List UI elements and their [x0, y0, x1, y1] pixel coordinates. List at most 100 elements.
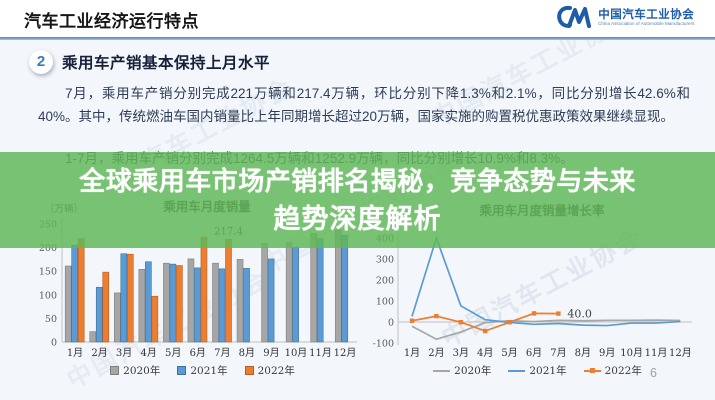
- chart-text: 5月: [501, 347, 517, 359]
- bar-2020年-1月: [64, 265, 72, 343]
- bar-2021年-4月: [145, 261, 152, 343]
- logo-org-name-en: China Association of Automobile Manufact…: [598, 20, 695, 27]
- logo-text-block: 中国汽车工业协会 China Association of Automobile…: [598, 9, 703, 27]
- bar-2021年-1月: [71, 244, 79, 343]
- chart-text: 2月: [428, 347, 444, 359]
- line-chart-legend: 2020年 2021年 2022年: [370, 363, 705, 378]
- header-bar: 汽车工业经济运行特点 中国汽车工业协会 China Association of…: [0, 0, 715, 37]
- bar-2020年-9月: [261, 243, 268, 343]
- legend-label: 2020年: [123, 365, 161, 377]
- caam-logo-icon: [557, 5, 592, 28]
- legend-label: 2022年: [604, 365, 642, 377]
- marker-2022年-2月: [434, 313, 439, 319]
- logo-org-name: 中国汽车工业协会: [598, 8, 695, 21]
- bar-2021年-6月: [194, 267, 201, 343]
- bar-2020年-5月: [163, 262, 170, 343]
- legend-item-2020年: 2020年: [433, 363, 491, 378]
- chart-text: 200: [376, 276, 394, 287]
- section-number-badge: 2: [29, 50, 53, 74]
- chart-text: 7月: [214, 347, 230, 359]
- chart-text: 11月: [309, 347, 332, 359]
- chart-text: 10月: [620, 347, 643, 359]
- bar-2020年-10月: [285, 242, 293, 343]
- bar-chart-legend: 2020年 2021年 2022年: [35, 363, 370, 378]
- bar-2022年-2月: [102, 271, 110, 343]
- bar-2022年-6月: [200, 236, 208, 343]
- line-2020年: [411, 319, 681, 341]
- chart-text: -100: [373, 339, 394, 350]
- bar-2021年-8月: [243, 268, 250, 343]
- bar-2021年-3月: [120, 253, 128, 343]
- marker-2022年-5月: [507, 320, 512, 325]
- legend-swatch-line: [433, 369, 451, 372]
- monthly-sales-bar-chart: 乘用车月度销量（万辆）0501001502002501月2月3月4月5月6月7月…: [35, 198, 370, 368]
- bar-2021年-9月: [267, 258, 275, 343]
- chart-text: 2月: [91, 347, 107, 359]
- legend-swatch-square: [244, 366, 254, 375]
- bar-2021年-11月: [316, 238, 324, 343]
- chart-text: 1月: [404, 347, 420, 359]
- line-2021年: [411, 235, 681, 327]
- chart-text: 200: [39, 243, 57, 254]
- bar-2022年-1月: [77, 238, 85, 343]
- chart-text: 0: [51, 338, 57, 349]
- bar-2020年-7月: [212, 262, 219, 343]
- chart-text: 50: [45, 314, 57, 325]
- bar-2022年-5月: [176, 265, 183, 343]
- legend-label: 2021年: [190, 365, 228, 377]
- chart-text: 6月: [526, 347, 542, 359]
- bar-2020年-4月: [138, 269, 146, 343]
- chart-text: 4月: [477, 347, 493, 359]
- overlay-title-line2: 趋势深度解析: [273, 204, 442, 234]
- chart-text: 100: [39, 290, 57, 301]
- bar-2020年-8月: [236, 259, 244, 343]
- legend-item-2022年: 2022年: [583, 363, 642, 378]
- chart-text: 0: [388, 318, 394, 329]
- legend-label: 2020年: [454, 365, 492, 377]
- legend-swatch-square: [177, 366, 187, 375]
- chart-text: 11月: [645, 347, 668, 359]
- section-heading: 乘用车产销基本保持上月水平: [62, 55, 271, 72]
- bar-2020年-11月: [310, 233, 318, 343]
- bar-2022年-4月: [151, 295, 159, 343]
- chart-text: 40.0: [567, 308, 592, 321]
- overlay-title-line1: 全球乘用车市场产销排名揭秘，竞争态势与未来: [79, 166, 636, 196]
- chart-text: 9月: [599, 347, 615, 359]
- bar-chart-svg: 乘用车月度销量（万辆）0501001502002501月2月3月4月5月6月7月…: [39, 199, 357, 359]
- bar-2022年-3月: [127, 253, 134, 343]
- page-title: 汽车工业经济运行特点: [24, 12, 199, 31]
- legend-item-2020年: 2020年: [110, 363, 160, 378]
- chart-text: 100: [376, 297, 394, 308]
- bar-2020年-6月: [187, 258, 195, 343]
- bar-2021年-12月: [341, 235, 349, 343]
- marker-2022年-7月: [556, 311, 561, 316]
- marker-2022年-4月: [483, 328, 488, 334]
- legend-marker: [589, 367, 595, 373]
- marker-2022年-6月: [531, 311, 537, 316]
- chart-text: 4月: [140, 347, 156, 359]
- chart-text: 300: [376, 255, 394, 266]
- bar-2020年-3月: [114, 292, 121, 343]
- overlay-title-banner: 全球乘用车市场产销排名揭秘，竞争态势与未来 趋势深度解析: [0, 152, 715, 248]
- marker-2022年-1月: [409, 318, 415, 323]
- bar-2020年-2月: [89, 331, 97, 343]
- marker-2022年-3月: [458, 320, 463, 325]
- bar-2022年-7月: [225, 239, 232, 343]
- bar-2021年-5月: [169, 263, 177, 343]
- legend-item-2022年: 2022年: [244, 363, 295, 378]
- legend-label: 2022年: [257, 365, 295, 377]
- chart-text: 3月: [453, 347, 469, 359]
- legend-label: 2021年: [529, 365, 567, 377]
- header-divider: [0, 37, 715, 40]
- chart-text: 5月: [165, 347, 181, 359]
- legend-swatch-square: [110, 366, 120, 375]
- chart-text: 8月: [575, 347, 591, 359]
- chart-text: 10月: [285, 347, 308, 359]
- caam-logo: 中国汽车工业协会 China Association of Automobile…: [556, 4, 703, 32]
- legend-item-2021年: 2021年: [508, 363, 567, 378]
- chart-text: 12月: [334, 347, 357, 359]
- paragraph-july-summary: 7月，乘用车产销分别完成221万辆和217.4万辆，环比分别下降1.3%和2.1…: [38, 86, 690, 124]
- chart-text: 7月: [550, 347, 566, 359]
- chart-text: 150: [39, 267, 57, 278]
